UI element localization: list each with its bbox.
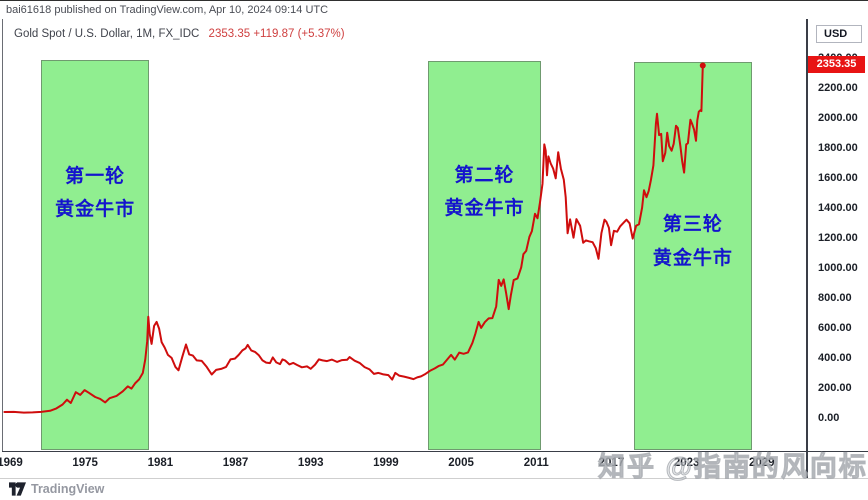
zhihu-watermark: 知乎 @指南的风向标	[598, 452, 868, 483]
price-tick-label: 200.00	[818, 382, 852, 394]
currency-label: USD	[816, 25, 862, 43]
price-tick-label: 400.00	[818, 352, 852, 364]
price-tick-label: 1200.00	[818, 232, 858, 244]
plot-left-border	[2, 19, 3, 451]
time-tick-label: 1993	[297, 457, 324, 469]
legend-change-pct: (+5.37%)	[297, 28, 345, 40]
time-tick-label: 2011	[523, 457, 549, 469]
price-tick-label: 800.00	[818, 292, 852, 304]
tradingview-brand-text[interactable]: TradingView	[31, 482, 105, 496]
price-tick-label: 1800.00	[818, 142, 858, 154]
time-axis: 1969 1975 1981 1987 1993 1999 2005 2011 2017 2023…	[0, 451, 806, 475]
time-tick-label: 1981	[147, 457, 174, 469]
region-label-line1: 第二轮	[454, 165, 515, 186]
price-tick-label: 1600.00	[818, 172, 858, 184]
time-tick-label: 2017	[598, 457, 625, 469]
legend-last-price: 2353.35	[208, 28, 251, 40]
gold-price-line	[3, 64, 704, 414]
price-line-chart	[3, 62, 706, 414]
time-tick-label: 1969	[0, 457, 23, 469]
price-axis: USD 2353.35 2400.002200.002000.001800.00…	[808, 19, 868, 479]
time-tick-label: 1975	[72, 457, 98, 469]
price-tick-label: 1000.00	[818, 262, 858, 274]
time-tick-label: 1999	[373, 457, 399, 469]
region-label-line1: 第三轮	[662, 214, 723, 235]
price-tick-label: 2000.00	[818, 112, 858, 124]
time-tick-label: 2029	[749, 457, 775, 469]
region-label-line1: 第一轮	[65, 166, 126, 187]
chart-bottom-border	[0, 478, 868, 479]
legend-values: 2353.35 +119.87 (+5.37%)	[209, 28, 345, 40]
symbol-title: Gold Spot / U.S. Dollar, 1M, FX_IDC	[14, 28, 200, 40]
price-axis-line	[806, 19, 808, 479]
time-tick-label: 1987	[222, 457, 249, 469]
tradingview-logo-icon[interactable]	[9, 482, 26, 496]
region-label-line2: 黄金牛市	[652, 248, 733, 269]
region-label-line2: 黄金牛市	[444, 198, 525, 219]
price-tick-label: 2200.00	[818, 82, 858, 94]
footer-bar: TradingView	[0, 479, 868, 500]
price-tick-label: 600.00	[818, 322, 852, 334]
time-axis-line	[2, 451, 868, 452]
time-tick-label: 2023	[673, 457, 700, 469]
region-label-line2: 黄金牛市	[55, 199, 136, 220]
price-tick-label: 0.00	[818, 412, 840, 424]
last-price-dot	[699, 62, 706, 69]
time-tick-label: 2005	[448, 457, 474, 469]
legend-change-abs: +119.87	[253, 28, 295, 40]
publisher-line: bai61618 published on TradingView.com, A…	[6, 4, 329, 16]
price-tick-label: 1400.00	[818, 202, 858, 214]
chart-legend: Gold Spot / U.S. Dollar, 1M, FX_IDC 2353…	[14, 28, 345, 40]
chart-widget: 第一轮 黄金牛市 第二轮 黄金牛市 第三轮 黄金牛市 Gold Spot / U.S. D…	[0, 19, 868, 479]
last-price-badge: 2353.35	[808, 56, 865, 74]
bull-market-region: 第一轮 黄金牛市	[41, 60, 150, 450]
